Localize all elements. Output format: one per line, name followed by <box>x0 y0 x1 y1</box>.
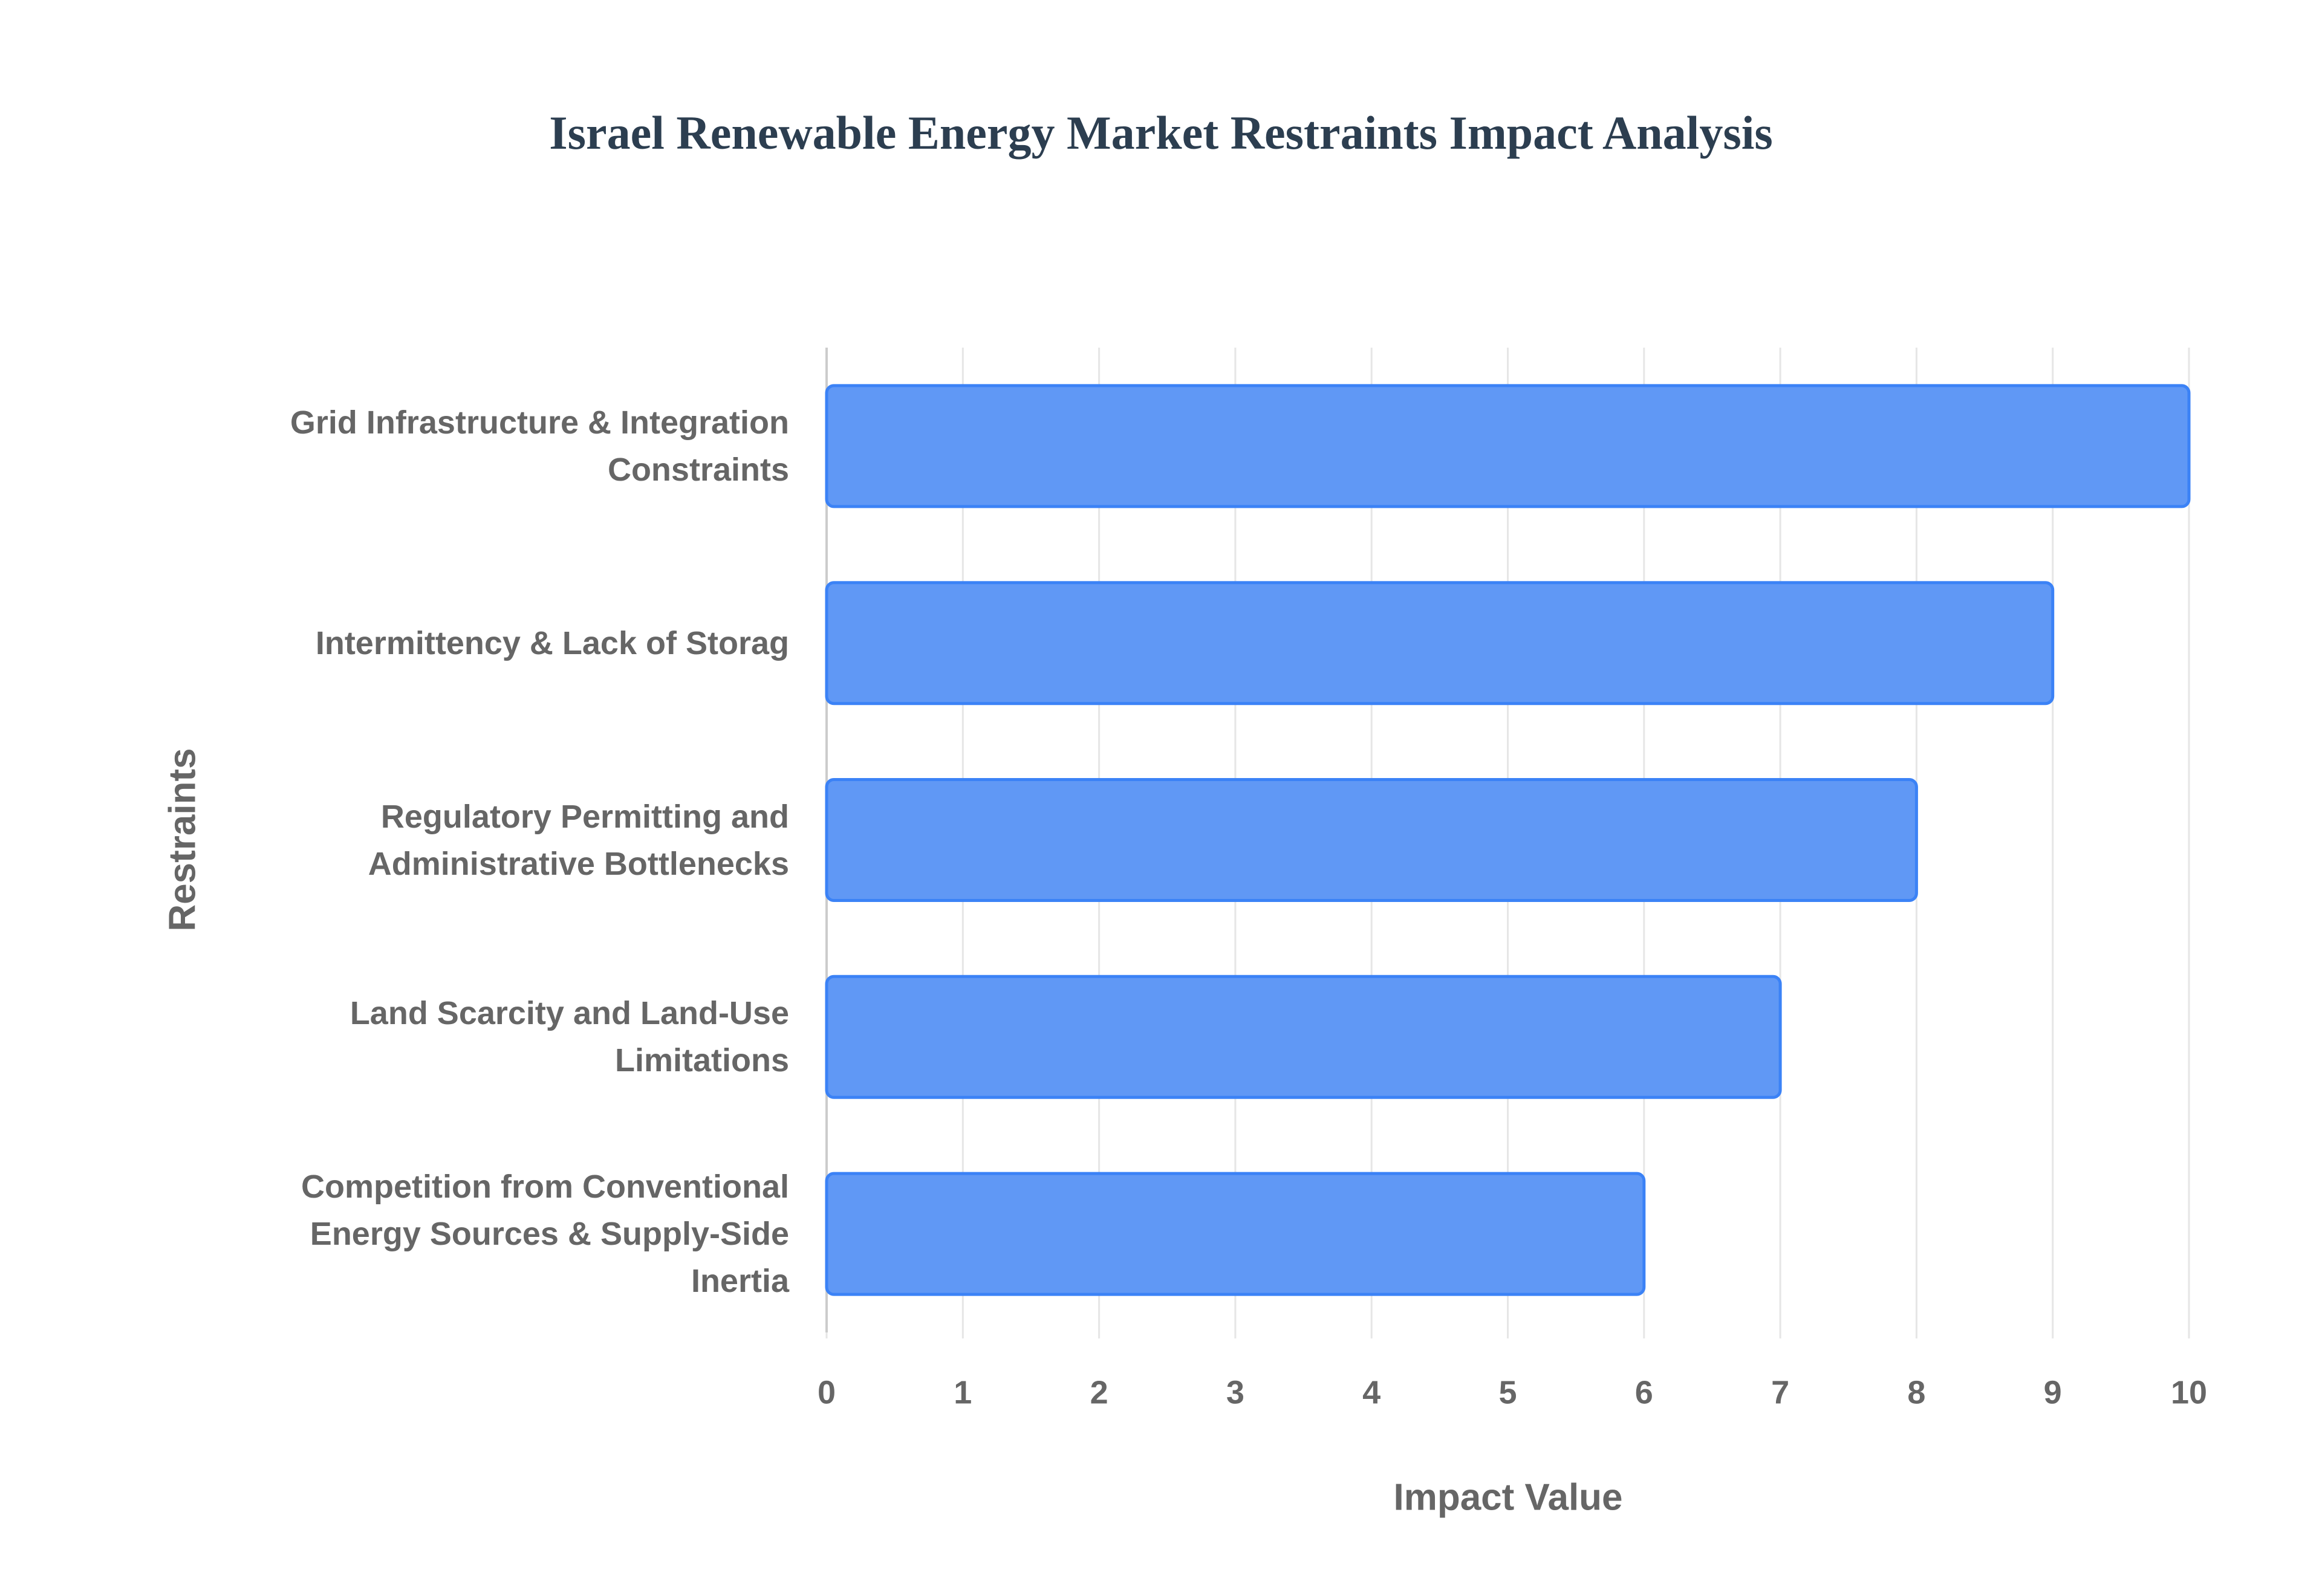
bar <box>825 581 2055 706</box>
x-tick-label: 10 <box>2171 1374 2207 1410</box>
x-tick-label: 2 <box>1090 1374 1108 1410</box>
x-tick-label: 1 <box>954 1374 972 1410</box>
chart-title: Israel Renewable Energy Market Restraint… <box>549 106 1772 159</box>
x-tick-label: 3 <box>1226 1374 1244 1410</box>
bar <box>825 1172 1646 1296</box>
x-axis-title: Impact Value <box>1393 1476 1622 1518</box>
x-tick-label: 7 <box>1771 1374 1789 1410</box>
x-tick-label: 5 <box>1498 1374 1517 1410</box>
x-tick-label: 4 <box>1362 1374 1381 1410</box>
x-tick-label: 8 <box>1907 1374 1925 1410</box>
bar <box>825 778 1918 902</box>
y-tick-label: Grid Infrastructure & Integration Constr… <box>290 404 789 488</box>
y-tick-label: Land Scarcity and Land-Use Limitations <box>350 995 789 1079</box>
y-axis-title: Restraints <box>161 748 203 931</box>
y-tick-label: Competition from Conventional Energy Sou… <box>301 1169 789 1300</box>
x-tick-label: 0 <box>818 1374 836 1410</box>
bar <box>825 975 1782 1099</box>
x-tick-label: 6 <box>1635 1374 1653 1410</box>
y-tick-label: Regulatory Permitting and Administrative… <box>368 798 789 882</box>
bar <box>825 384 2191 508</box>
x-tick-label: 9 <box>2044 1374 2062 1410</box>
y-tick-label: Intermittency & Lack of Storag <box>315 624 789 661</box>
